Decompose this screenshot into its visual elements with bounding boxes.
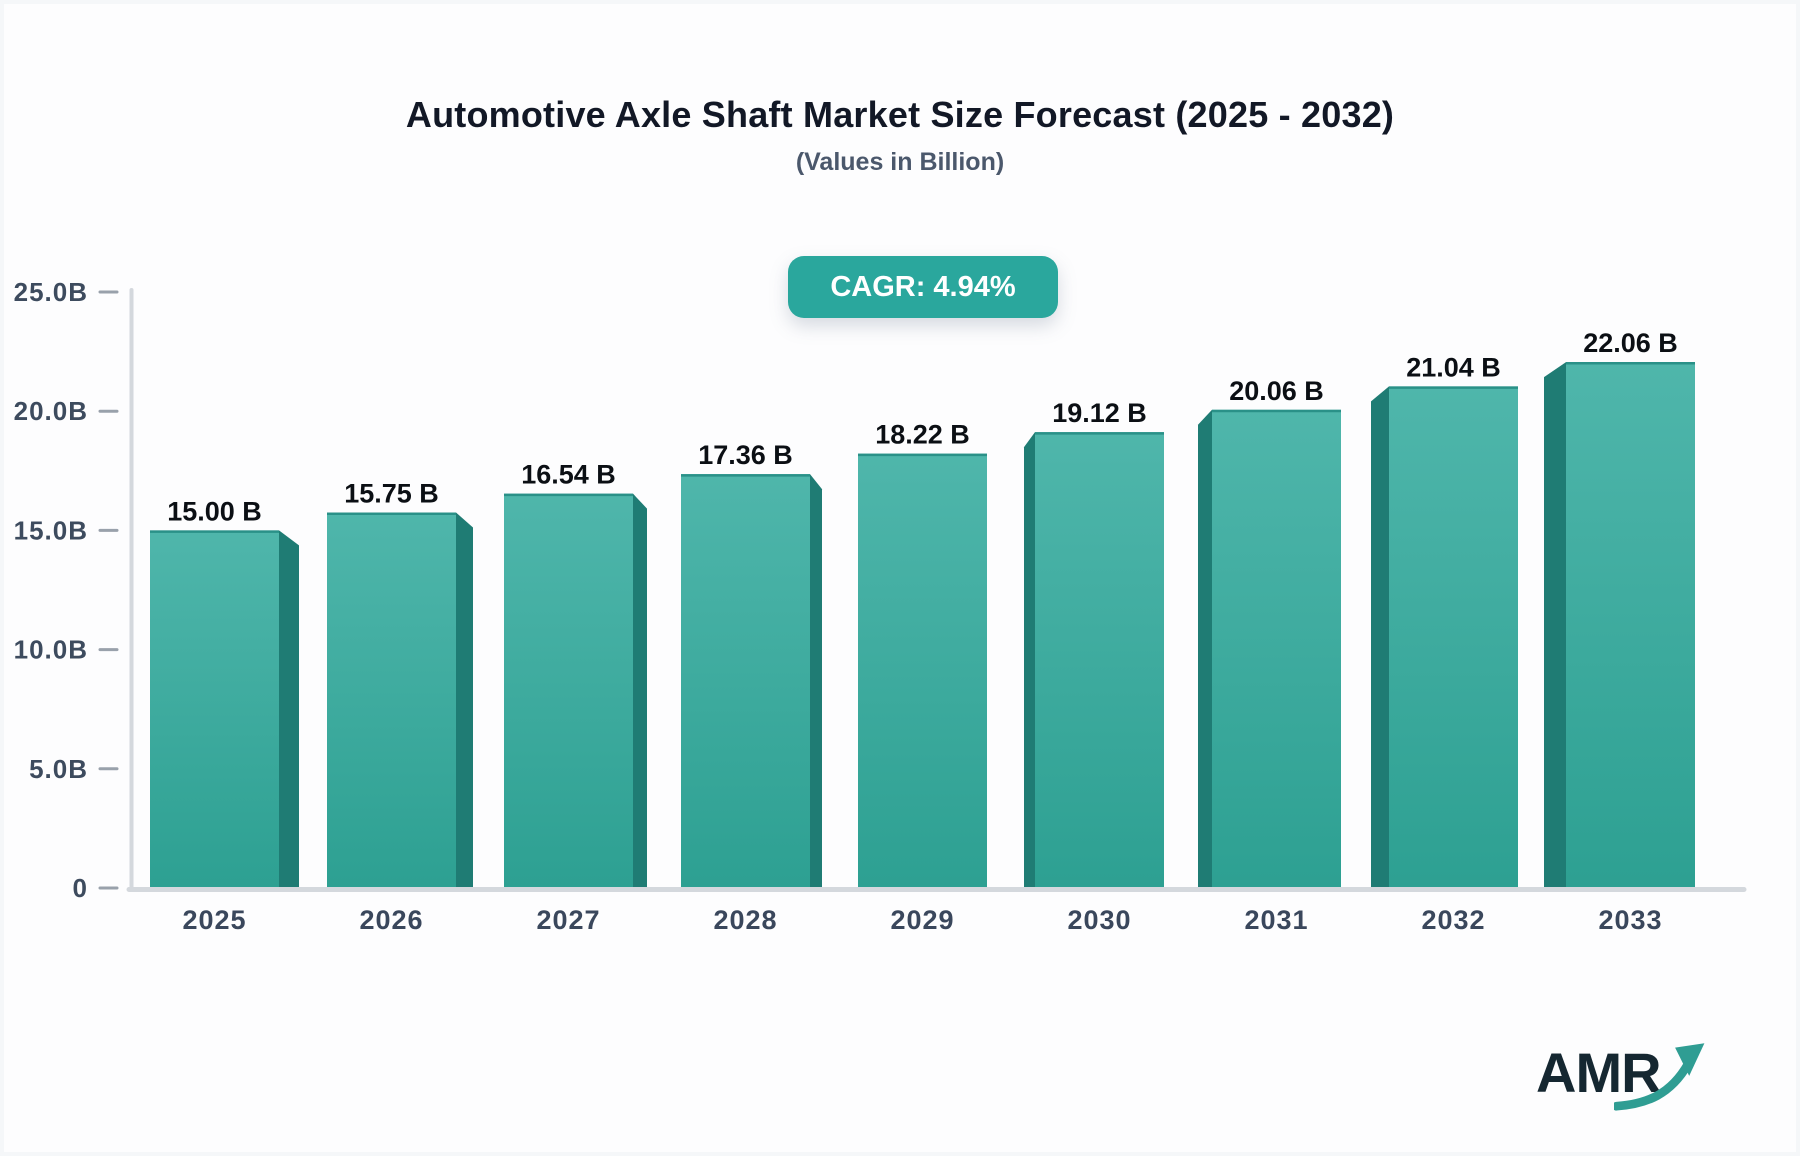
bar-group-2026 [327, 512, 473, 890]
cagr-badge: CAGR: 4.94% [788, 256, 1058, 318]
chart-title: Automotive Axle Shaft Market Size Foreca… [405, 94, 1395, 135]
bar-group-2030 [1024, 432, 1164, 890]
x-tick-label-2027: 2027 [536, 905, 600, 935]
y-tick-label: 25.0B [14, 277, 88, 307]
bar-side-face [1024, 432, 1035, 890]
bar-2027[interactable] [504, 493, 633, 888]
bar-group-2031 [1198, 409, 1341, 890]
y-tick-label: 5.0B [29, 754, 88, 784]
bar-2028[interactable] [681, 474, 810, 888]
bar-side-face [810, 474, 822, 890]
bar-2031[interactable] [1212, 409, 1341, 888]
bar-side-face [456, 512, 473, 890]
bar-group-2032 [1371, 386, 1518, 890]
x-tick-label-2028: 2028 [713, 905, 777, 935]
bar-value-label: 19.12 B [1052, 398, 1147, 428]
bar-2029[interactable] [858, 453, 987, 888]
bar-2030[interactable] [1035, 432, 1164, 888]
bar-side-face [1198, 409, 1212, 890]
cagr-badge-label: CAGR: 4.94% [830, 270, 1016, 303]
bar-2025[interactable] [150, 530, 279, 888]
bar-value-label: 22.06 B [1583, 328, 1678, 358]
bar-group-2033 [1544, 362, 1695, 890]
bar-value-label: 15.75 B [344, 479, 439, 509]
x-tick-label-2033: 2033 [1598, 905, 1662, 935]
x-tick-label-2030: 2030 [1067, 905, 1131, 935]
x-tick-label-2032: 2032 [1421, 905, 1485, 935]
bar-group-2027 [504, 493, 647, 890]
amr-logo-text: AMR [1536, 1041, 1662, 1104]
bar-side-face [279, 530, 299, 890]
y-tick-label: 10.0B [14, 635, 88, 665]
x-tick-label-2029: 2029 [890, 905, 954, 935]
bar-value-label: 18.22 B [875, 420, 970, 450]
bar-side-face [633, 493, 647, 890]
x-tick-label-2025: 2025 [182, 905, 246, 935]
bar-group-2025 [150, 530, 299, 890]
y-tick-label: 0 [73, 873, 88, 903]
bar-group-2028 [681, 474, 822, 890]
x-tick-label-2026: 2026 [359, 905, 423, 935]
bar-side-face [1544, 362, 1566, 890]
bar-value-label: 17.36 B [698, 440, 793, 470]
amr-logo: AMR [1536, 1040, 1766, 1130]
bar-2032[interactable] [1389, 386, 1518, 888]
x-tick-label-2031: 2031 [1244, 905, 1308, 935]
bar-value-label: 15.00 B [167, 496, 262, 526]
bar-value-label: 21.04 B [1406, 352, 1501, 382]
chart-subtitle: (Values in Billion) [795, 148, 1005, 176]
y-tick-label: 15.0B [14, 515, 88, 545]
bar-group-2029 [858, 453, 987, 888]
bar-2026[interactable] [327, 512, 456, 888]
y-tick-label: 20.0B [14, 396, 88, 426]
bar-side-face [1371, 386, 1389, 890]
growth-arrow-icon [1614, 1043, 1705, 1111]
bar-value-label: 16.54 B [521, 460, 616, 490]
bar-2033[interactable] [1566, 362, 1695, 888]
bar-value-label: 20.06 B [1229, 376, 1324, 406]
